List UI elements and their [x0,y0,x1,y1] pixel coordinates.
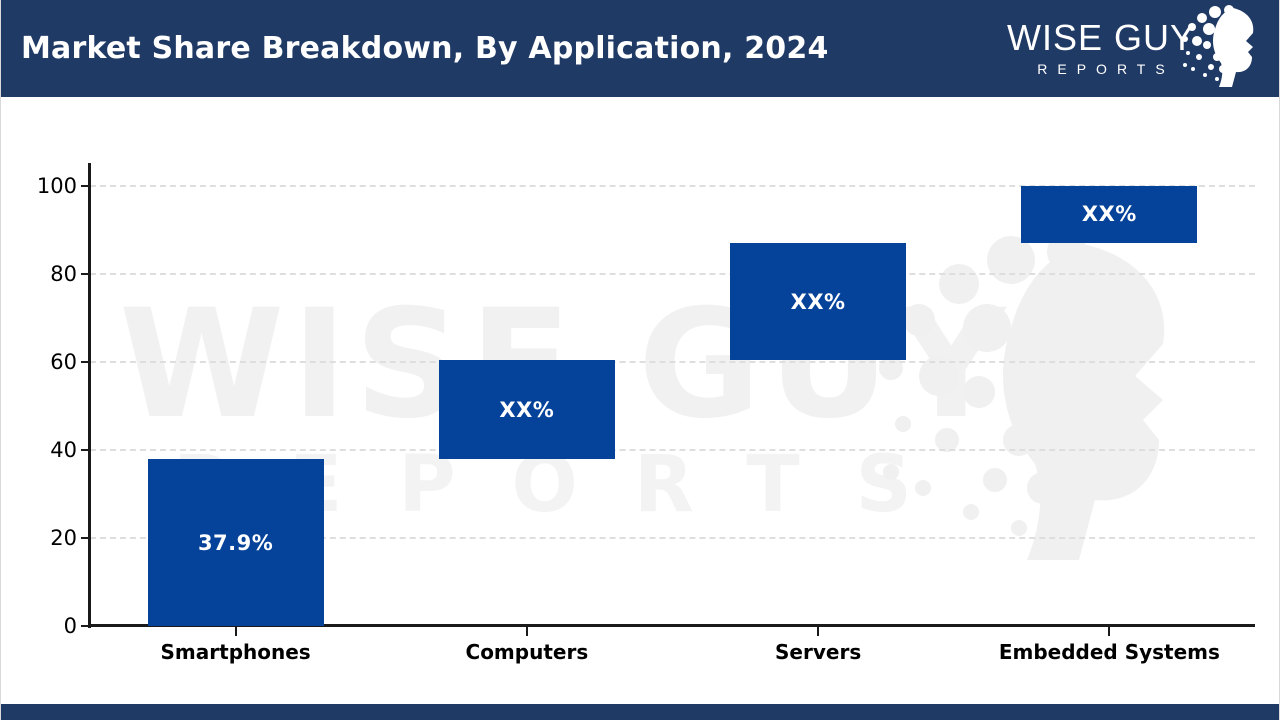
bar-computers: XX% [438,360,615,460]
x-tick-mark [234,627,237,636]
y-tick-label: 40 [50,437,77,462]
watermark-face-icon [879,232,1165,560]
bar-value-label: XX% [499,397,555,422]
bar-value-label: XX% [1081,202,1137,227]
y-tick-mark [81,360,90,363]
gridline [90,448,1255,451]
page-title: Market Share Breakdown, By Application, … [21,31,829,66]
bar-value-label: XX% [790,289,846,314]
y-tick-label: 0 [63,614,77,638]
x-category-label: Smartphones [160,640,311,664]
y-tick-mark [81,272,90,275]
y-tick-label: 60 [50,349,77,374]
bar-smartphones: 37.9% [147,459,324,626]
wiseguy-logo: WISE GUY REPORTS [1006,4,1259,91]
x-category-label: Computers [465,640,589,664]
x-tick-mark [525,627,528,636]
y-tick-mark [81,625,90,627]
x-category-label: Servers [775,640,862,664]
y-axis-line [88,163,91,628]
header-bar: Market Share Breakdown, By Application, … [1,0,1279,97]
wiseguy-logo-primary: WISE GUY [1006,17,1195,58]
footer-bar [1,704,1279,720]
y-tick-label: 100 [36,173,77,198]
wiseguy-logo-text: WISE GUY REPORTS [1006,17,1195,78]
gridline [90,360,1255,363]
gridline [90,184,1255,187]
x-tick-mark [1108,627,1111,636]
y-tick-mark [81,448,90,451]
x-axis-line [88,624,1255,627]
y-tick-mark [81,536,90,539]
bar-value-label: 37.9% [197,530,274,555]
wiseguy-logo-face-icon [1182,4,1254,87]
gridline [90,272,1255,275]
y-tick-label: 20 [50,525,77,550]
x-tick-mark [817,627,820,636]
bar-embedded-systems: XX% [1021,185,1198,244]
gridline [90,536,1255,539]
bar-servers: XX% [730,243,907,361]
wiseguy-logo-secondary: REPORTS [1037,61,1175,77]
y-tick-mark [81,184,90,187]
y-tick-label: 80 [50,261,77,286]
x-category-label: Embedded Systems [998,640,1220,664]
